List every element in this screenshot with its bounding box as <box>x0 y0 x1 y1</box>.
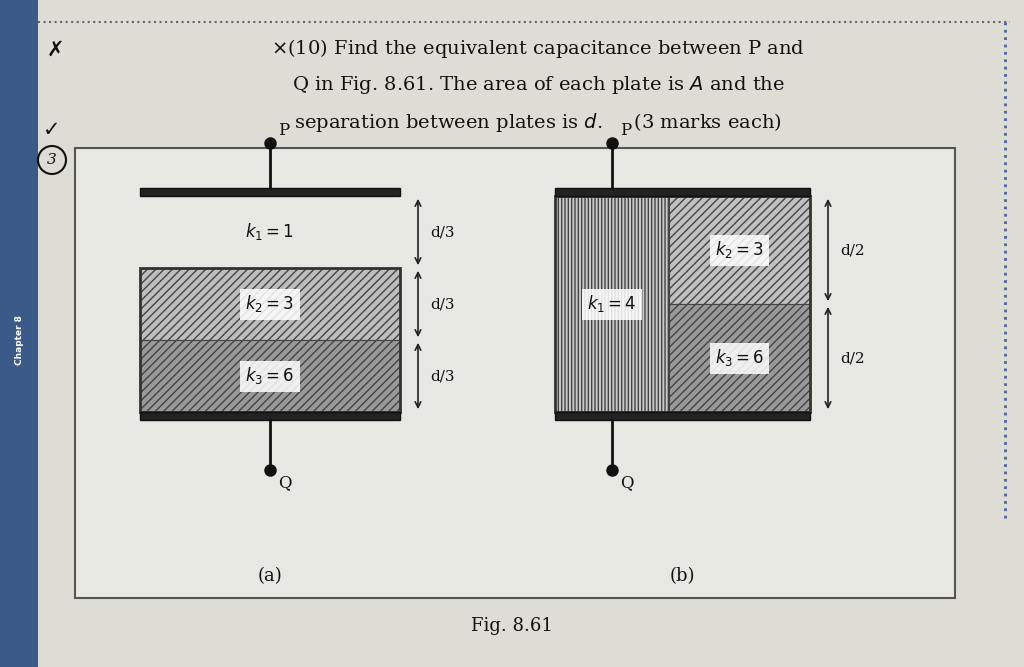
Text: (a): (a) <box>258 567 283 585</box>
Text: d/2: d/2 <box>840 243 864 257</box>
Bar <box>555 188 810 196</box>
Bar <box>140 340 400 412</box>
Bar <box>140 412 400 420</box>
Text: $k_1 = 1$: $k_1 = 1$ <box>246 221 295 243</box>
Bar <box>140 188 400 196</box>
Text: $k_1 = 4$: $k_1 = 4$ <box>587 293 637 315</box>
Text: Q: Q <box>620 474 634 491</box>
Text: $k_3 = 6$: $k_3 = 6$ <box>246 366 295 386</box>
Text: d/3: d/3 <box>430 225 455 239</box>
Bar <box>0 0 38 667</box>
Text: $k_3 = 6$: $k_3 = 6$ <box>715 348 764 368</box>
Bar <box>555 196 669 412</box>
Text: (b): (b) <box>670 567 695 585</box>
Bar <box>669 304 810 412</box>
Text: d/2: d/2 <box>840 351 864 365</box>
Text: $\times$(10) Find the equivalent capacitance between P and: $\times$(10) Find the equivalent capacit… <box>271 37 805 59</box>
Bar <box>555 196 810 412</box>
Text: $k_2 = 3$: $k_2 = 3$ <box>715 239 764 261</box>
Text: Q in Fig. 8.61. The area of each plate is $A$ and the: Q in Fig. 8.61. The area of each plate i… <box>292 74 784 96</box>
Text: d/3: d/3 <box>430 369 455 383</box>
Text: P: P <box>620 122 631 139</box>
Bar <box>555 412 810 420</box>
Text: d/3: d/3 <box>430 297 455 311</box>
Bar <box>140 268 400 340</box>
Text: Q: Q <box>278 474 292 491</box>
Text: ✗: ✗ <box>46 40 63 60</box>
Text: separation between plates is $d$.     (3 marks each): separation between plates is $d$. (3 mar… <box>294 111 782 133</box>
Bar <box>140 196 400 268</box>
Text: Fig. 8.61: Fig. 8.61 <box>471 617 553 635</box>
Bar <box>140 268 400 412</box>
Text: $k_2 = 3$: $k_2 = 3$ <box>246 293 295 315</box>
Text: P: P <box>278 122 289 139</box>
Text: Chapter 8: Chapter 8 <box>14 315 24 365</box>
Bar <box>669 196 810 304</box>
Bar <box>75 148 955 598</box>
Text: 3: 3 <box>47 153 57 167</box>
Text: ✓: ✓ <box>43 120 60 140</box>
